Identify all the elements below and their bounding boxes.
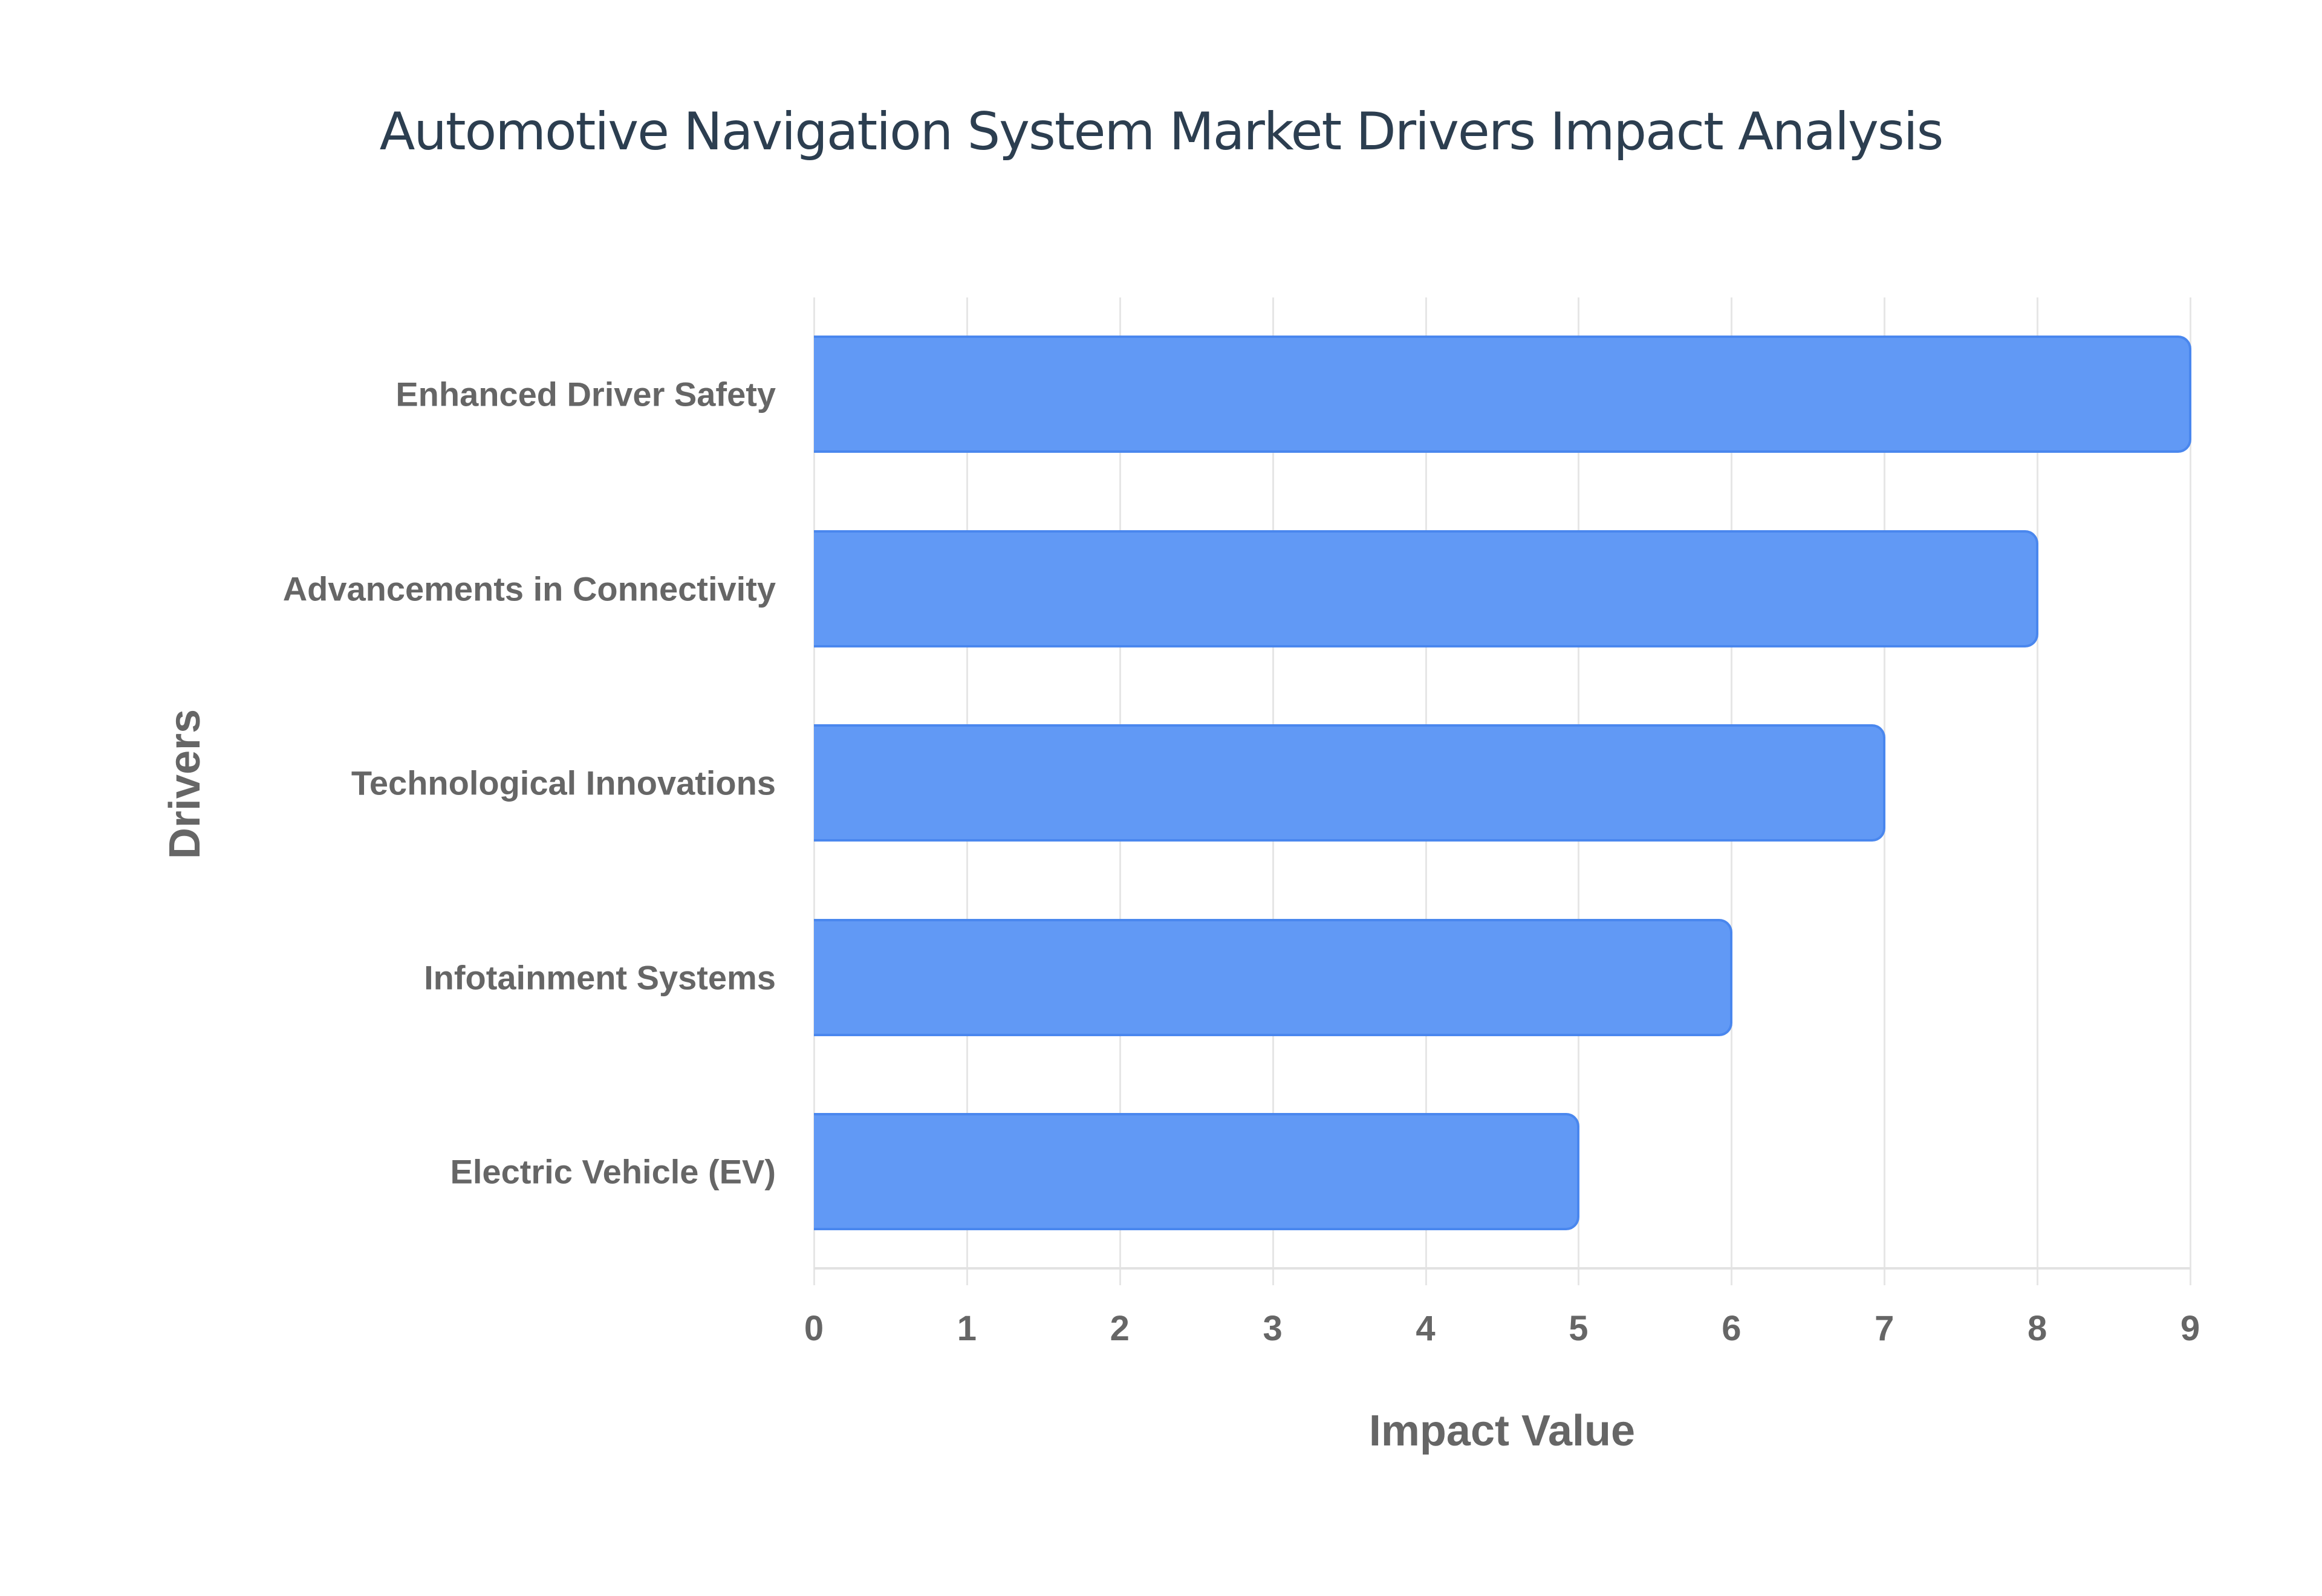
x-axis-line bbox=[814, 1267, 2190, 1270]
category-label: Infotainment Systems bbox=[424, 958, 776, 997]
bar[interactable] bbox=[814, 724, 1886, 842]
x-tick-label: 5 bbox=[1569, 1309, 1589, 1348]
x-tick-label: 9 bbox=[2180, 1309, 2200, 1348]
x-tick-label: 3 bbox=[1263, 1309, 1283, 1348]
x-axis-title: Impact Value bbox=[1368, 1407, 1636, 1455]
x-tick-label: 7 bbox=[1875, 1309, 1894, 1348]
bar[interactable] bbox=[814, 1113, 1580, 1230]
chart-title: Automotive Navigation System Market Driv… bbox=[379, 102, 1944, 162]
x-tick-label: 1 bbox=[957, 1309, 977, 1348]
x-tick-label: 2 bbox=[1110, 1309, 1130, 1348]
y-axis-title: Drivers bbox=[161, 709, 209, 860]
x-tick-label: 4 bbox=[1416, 1309, 1436, 1348]
category-label: Technological Innovations bbox=[351, 764, 776, 802]
category-label: Electric Vehicle (EV) bbox=[450, 1152, 776, 1191]
bar[interactable] bbox=[814, 919, 1733, 1036]
gridline bbox=[2037, 297, 2039, 1285]
x-tick-label: 6 bbox=[1722, 1309, 1742, 1348]
category-label: Enhanced Driver Safety bbox=[395, 375, 776, 414]
gridline bbox=[2190, 297, 2191, 1285]
bar[interactable] bbox=[814, 336, 2191, 453]
x-tick-label: 8 bbox=[2027, 1309, 2047, 1348]
bar[interactable] bbox=[814, 530, 2039, 647]
x-tick-label: 0 bbox=[804, 1309, 824, 1348]
category-label: Advancements in Connectivity bbox=[282, 569, 776, 608]
plot-area bbox=[813, 297, 2191, 1285]
